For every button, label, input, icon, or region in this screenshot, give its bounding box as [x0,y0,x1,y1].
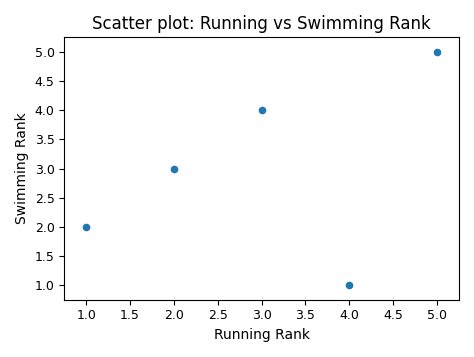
Y-axis label: Swimming Rank: Swimming Rank [15,113,29,225]
Title: Scatter plot: Running vs Swimming Rank: Scatter plot: Running vs Swimming Rank [92,15,431,33]
Point [82,224,90,230]
X-axis label: Running Rank: Running Rank [214,328,310,342]
Point [170,166,178,171]
Point [433,49,441,55]
Point [258,107,265,113]
Point [346,282,353,288]
